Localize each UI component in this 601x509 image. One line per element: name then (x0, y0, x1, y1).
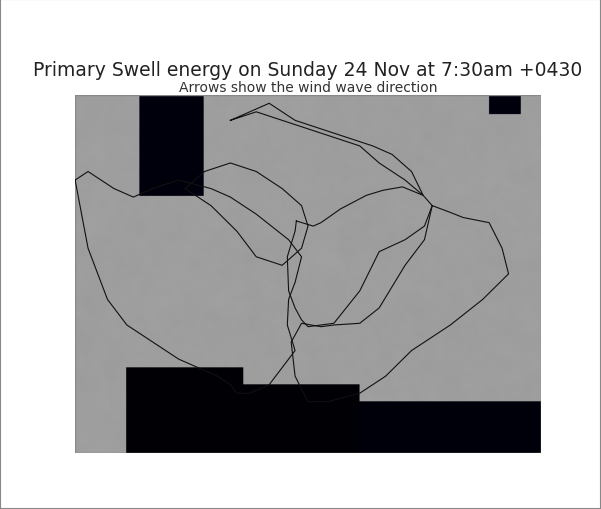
Text: Primary Swell energy on Sunday 24 Nov at 7:30am +0430: Primary Swell energy on Sunday 24 Nov at… (34, 61, 582, 80)
Text: Arrows show the wind wave direction: Arrows show the wind wave direction (178, 81, 438, 95)
